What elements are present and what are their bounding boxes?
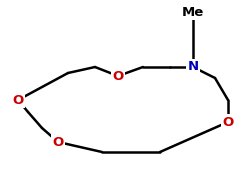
Text: O: O: [52, 135, 64, 148]
Text: O: O: [222, 116, 234, 129]
Text: O: O: [12, 93, 24, 107]
Text: O: O: [112, 70, 124, 83]
Text: N: N: [187, 61, 198, 74]
Text: Me: Me: [182, 6, 204, 19]
